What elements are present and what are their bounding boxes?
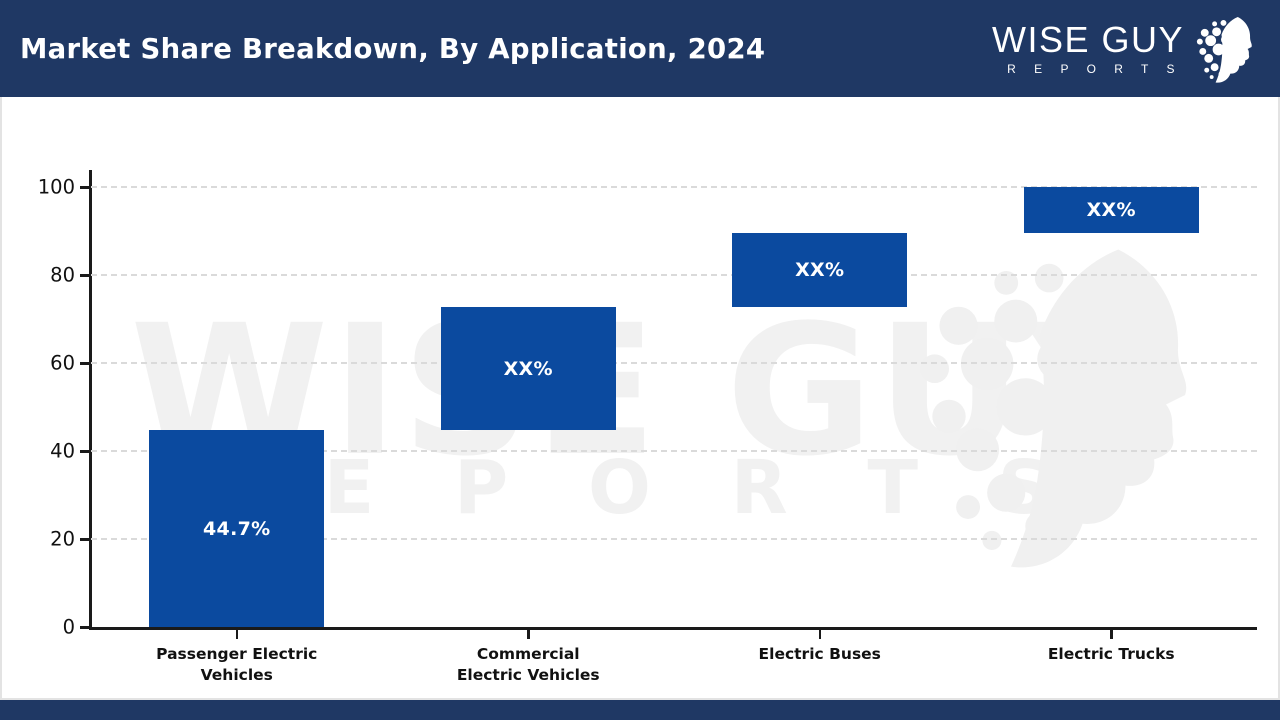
waterfall-bar: XX% [1023,187,1199,233]
x-category-label: Passenger Electric Vehicles [76,644,397,686]
gridline [91,362,1257,365]
gridline [91,274,1257,277]
gridline [91,186,1257,189]
x-tick-mark [1110,630,1113,639]
y-tick-mark [80,274,89,277]
gridline [91,538,1257,541]
bar-value-label: XX% [503,357,553,380]
y-tick-label: 80 [50,263,75,287]
waterfall-bar: XX% [440,306,616,431]
y-tick-mark [80,450,89,453]
x-category-label: Electric Trucks [951,644,1272,665]
x-category-label-line: Electric Trucks [1047,645,1175,663]
waterfall-bar: 44.7% [149,430,325,627]
x-category-label-line: Passenger Electric [156,645,318,663]
x-tick-mark [818,630,822,639]
x-axis-line [89,627,1257,630]
gridline [91,450,1257,453]
y-tick-mark [80,538,89,541]
x-category-label-line: Electric Buses [758,645,881,663]
y-tick-label: 60 [50,351,75,375]
x-tick-mark [527,630,530,639]
plot-area: 0 20 40 60 80 100 44.7% Passenger Electric Vehic… [38,170,1257,684]
y-tick-label: 40 [50,439,75,463]
bar-value-label: XX% [1086,199,1136,221]
y-tick-mark [80,186,89,189]
bar-value-label: 44.7% [203,517,271,540]
y-tick-label: 20 [50,527,75,551]
y-tick-label: 100 [37,175,75,199]
logo-wordmark-line2: R E P O R T S [1007,61,1182,76]
y-tick-label: 0 [62,615,75,639]
x-category-label: Commercial Electric Vehicles [368,644,689,686]
x-category-label-line: Commercial [476,645,580,663]
face-profile-icon [1196,16,1252,83]
logo-wordmark: WISE GUY R E P O R T S [991,18,1184,76]
header-bar: Market Share Breakdown, By Application, … [0,0,1280,97]
y-axis-line [89,170,92,630]
y-tick-mark [80,362,89,365]
waterfall-bar: XX% [732,232,908,307]
y-tick-mark [80,626,89,629]
chart-area: WISE GUY R E P O R T S 0 20 40 60 80 100 44.7%… [0,97,1280,700]
bar-value-label: XX% [795,258,845,281]
footer-bar [0,700,1280,720]
x-tick-mark [235,630,239,639]
x-category-label: Electric Buses [659,644,980,665]
x-category-label-line: Vehicles [200,666,273,684]
logo-wordmark-line1: WISE GUY [991,18,1184,60]
x-category-label-line: Electric Vehicles [456,666,600,684]
wise-guy-logo: WISE GUY R E P O R T S [992,11,1254,87]
page-title: Market Share Breakdown, By Application, … [20,32,766,65]
